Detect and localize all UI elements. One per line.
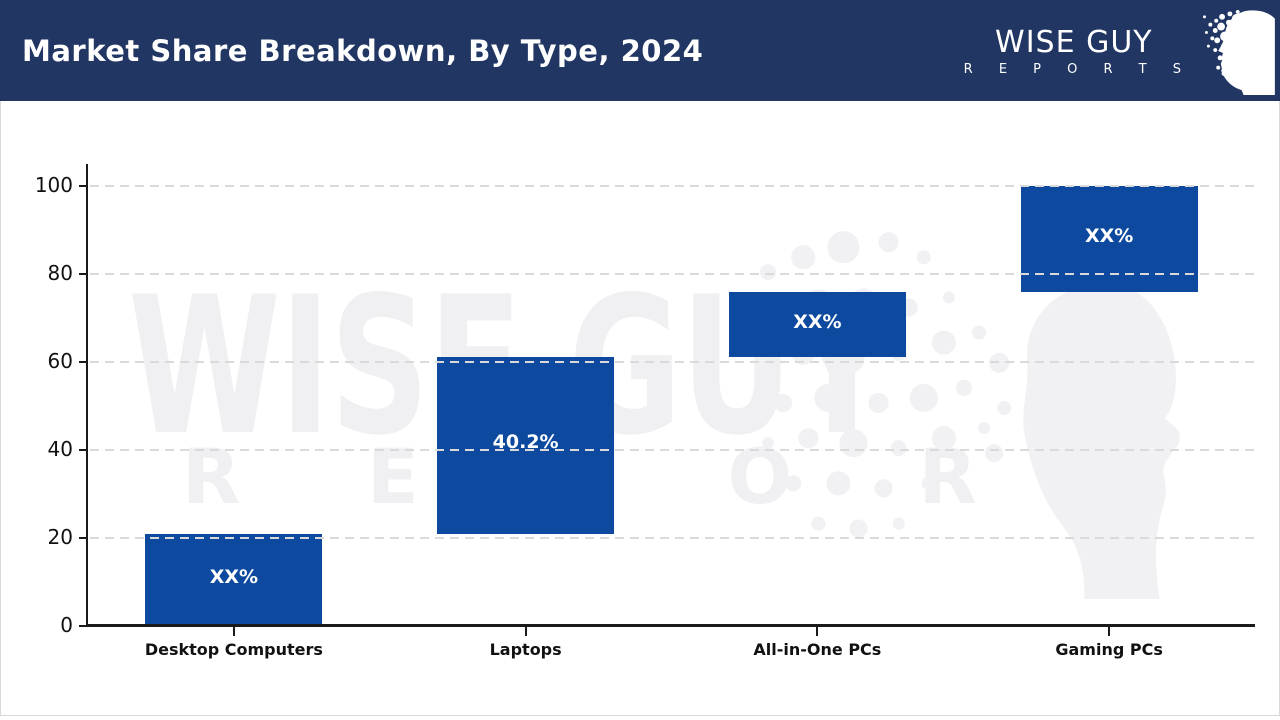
y-tick-label: 0 — [60, 613, 73, 637]
y-gridline — [90, 449, 1255, 451]
logo-brand-subtitle: R E P O R T S — [963, 62, 1192, 77]
y-gridline — [90, 537, 1255, 539]
y-tick-mark — [79, 361, 88, 363]
wiseguy-logo-text: WISE GUY R E P O R T S — [956, 25, 1192, 78]
dotted-head-profile-icon — [1203, 9, 1275, 95]
bar — [728, 292, 906, 357]
y-tick-label: 80 — [47, 261, 73, 285]
page-title: Market Share Breakdown, By Type, 2024 — [22, 33, 704, 68]
x-tick-label: All-in-One PCs — [753, 640, 882, 659]
y-tick-label: 40 — [47, 437, 73, 461]
y-gridline — [90, 273, 1255, 275]
y-tick-mark — [79, 625, 88, 627]
y-tick-mark — [79, 537, 88, 539]
x-tick-mark — [816, 627, 819, 636]
y-tick-label: 60 — [47, 349, 73, 373]
x-tick-label: Desktop Computers — [144, 640, 323, 659]
y-gridline — [90, 361, 1255, 363]
y-axis-spine — [86, 164, 88, 627]
logo-brand-name: WISE GUY — [995, 25, 1153, 60]
y-tick-mark — [79, 449, 88, 451]
y-tick-label: 20 — [47, 525, 73, 549]
header-band: Market Share Breakdown, By Type, 2024 WI… — [0, 0, 1280, 101]
x-tick-label: Gaming PCs — [1055, 640, 1163, 659]
x-axis-spine — [86, 624, 1255, 627]
bar-label: XX% — [1084, 225, 1134, 248]
x-tick-label: Laptops — [489, 640, 562, 659]
y-tick-mark — [79, 273, 88, 275]
bar-label: XX% — [793, 310, 842, 333]
wiseguy-logo: WISE GUY R E P O R T S — [956, 7, 1276, 97]
x-tick-mark — [524, 627, 527, 636]
bar — [145, 533, 323, 626]
y-gridline — [90, 185, 1255, 187]
bar — [437, 356, 615, 534]
x-tick-mark — [232, 627, 235, 636]
y-tick-mark — [79, 185, 88, 187]
y-tick-label: 100 — [34, 173, 73, 197]
bar-label: 40.2% — [492, 431, 559, 454]
bar-label: XX% — [209, 565, 259, 588]
x-tick-mark — [1108, 627, 1111, 636]
